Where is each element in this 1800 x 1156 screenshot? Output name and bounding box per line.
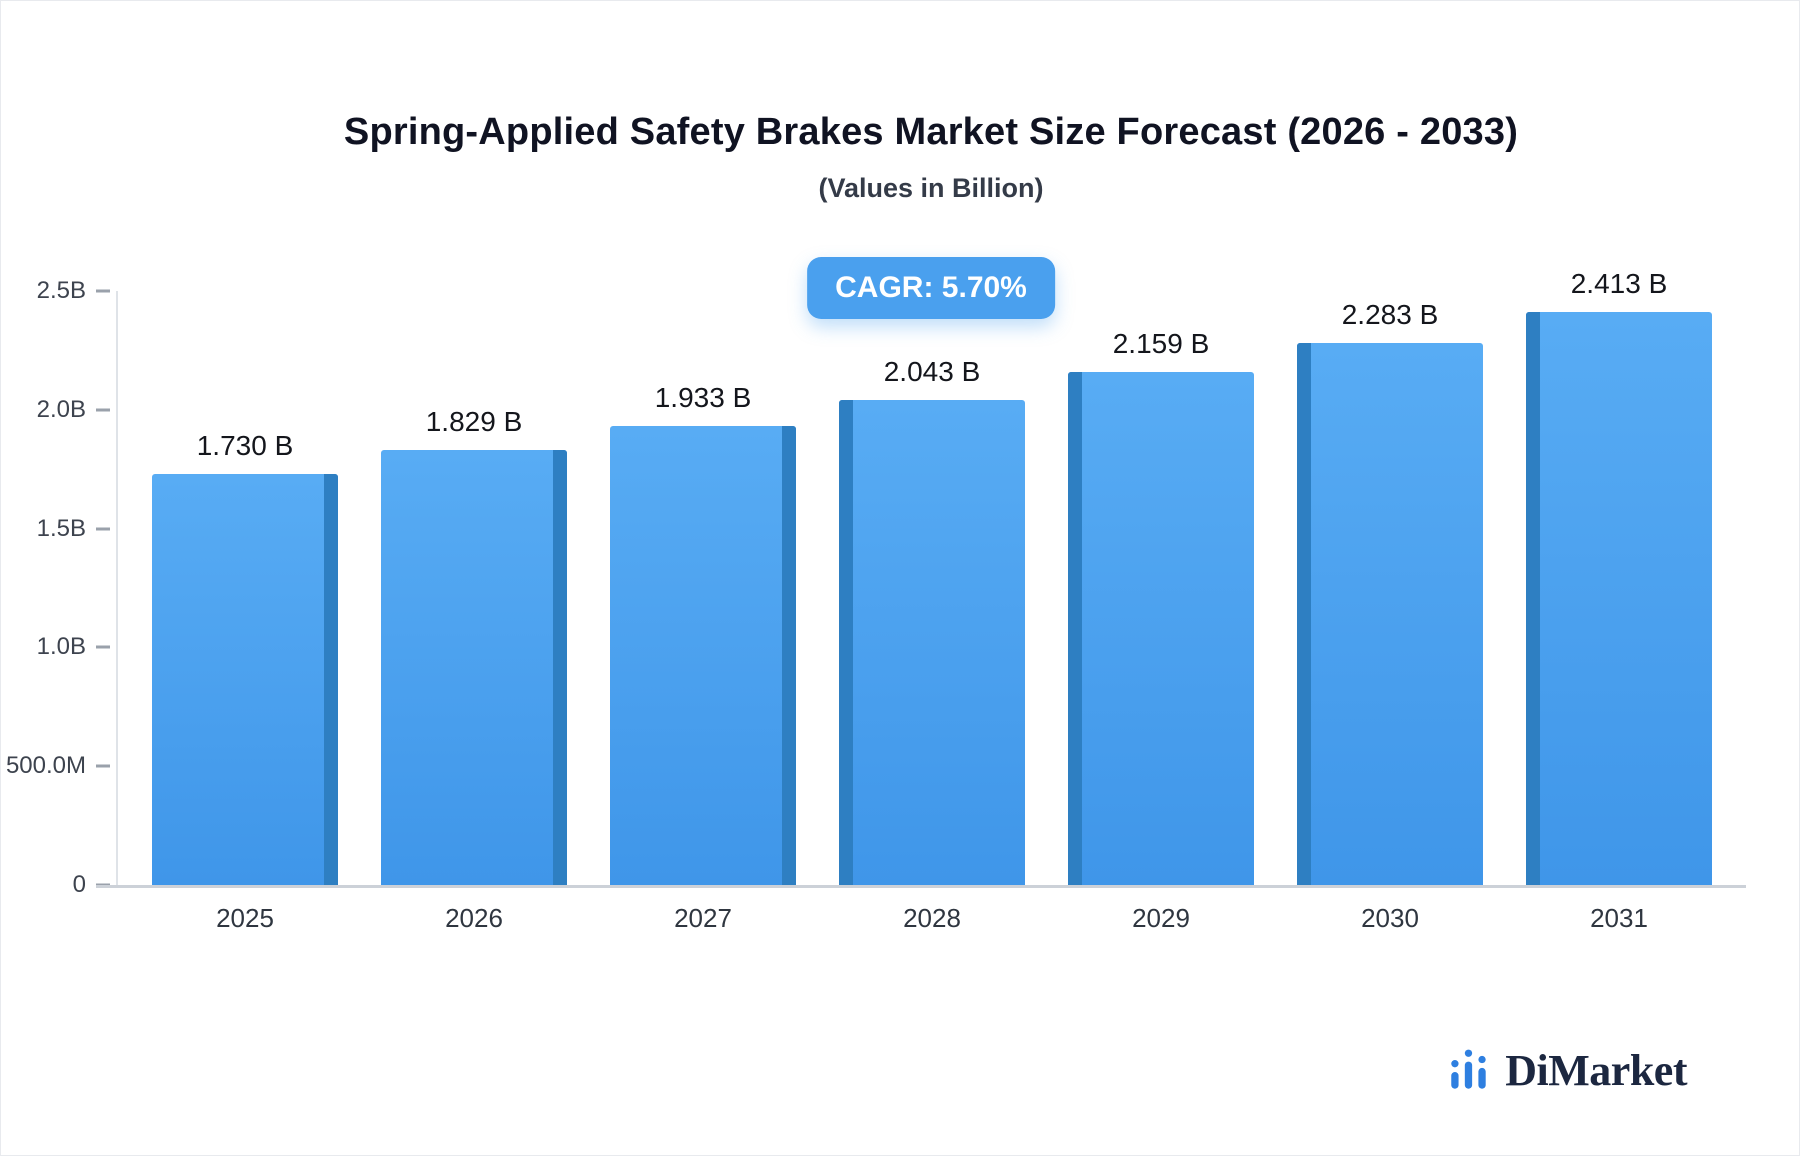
bars-container: 1.730 B 1.829 B 1.933 B 2.043 B 2.159 B 2.283… (118, 268, 1746, 886)
bar-column: 2.283 B (1297, 291, 1483, 886)
y-tick-mark (96, 289, 110, 293)
bar-value-label: 1.730 B (196, 429, 294, 461)
bar-2027: 1.933 B (610, 382, 796, 886)
brand-name: DiMarket (1505, 1046, 1687, 1095)
bar-value-label: 2.043 B (883, 355, 981, 387)
y-tick-label: 1.0B (36, 633, 86, 661)
y-tick-label: 500.0M (5, 752, 86, 780)
bar-column: 2.159 B (1068, 291, 1254, 885)
bar-value-label: 2.159 B (1112, 328, 1210, 360)
bar-value-label: 1.933 B (654, 381, 752, 413)
y-tick-mark (96, 764, 110, 768)
y-tick-mark (96, 645, 110, 649)
x-axis-label: 2028 (903, 903, 961, 933)
bar-value-label: 2.283 B (1341, 298, 1439, 330)
dimarket-logo-icon (1451, 1049, 1486, 1089)
x-axis-label: 2027 (674, 903, 732, 933)
y-tick-label: 0 (72, 871, 86, 898)
dimarket-logo: DiMarket (1445, 1045, 1687, 1096)
x-axis-label: 2026 (445, 903, 503, 933)
bar-2028: 2.043 B (839, 356, 1025, 886)
x-axis-label: 2025 (216, 903, 274, 933)
x-axis-label: 2029 (1132, 903, 1190, 933)
x-axis-label: 2030 (1361, 903, 1419, 933)
bar-value-label: 1.829 B (425, 406, 523, 438)
bar-column: 2.413 B (1526, 268, 1712, 886)
bar-2026: 1.829 B (381, 406, 567, 885)
chart-subtitle: (Values in Billion) (818, 173, 1044, 203)
x-axis-label: 2031 (1590, 903, 1648, 933)
y-tick-mark (96, 527, 110, 531)
y-tick-mark (96, 883, 110, 887)
bar-2030: 2.283 B (1297, 299, 1483, 886)
plot-area: 2.5B 2.0B 1.5B 1.0B 500.0M 0 1.730 B 1.829 B 1.… (6, 268, 1746, 933)
y-tick-label: 1.5B (36, 514, 86, 542)
bar-value-label: 2.413 B (1570, 267, 1668, 299)
bar-column: 1.829 B (381, 291, 567, 885)
bar-column: 1.933 B (610, 291, 796, 886)
bar-column: 1.730 B (152, 291, 338, 886)
y-tick-mark (96, 408, 110, 412)
bar-2025: 1.730 B (152, 430, 338, 886)
bar-2029: 2.159 B (1068, 328, 1254, 885)
x-axis: 2025 2026 2027 2028 2029 2030 2031 (118, 903, 1746, 934)
y-tick-label: 2.0B (36, 395, 86, 423)
y-tick-label: 2.5B (36, 277, 86, 304)
chart-title: Spring-Applied Safety Brakes Market Size… (343, 111, 1519, 153)
bar-2031: 2.413 B (1526, 268, 1712, 886)
bar-column: 2.043 B (839, 291, 1025, 886)
cagr-badge: CAGR: 5.70% (807, 257, 1055, 319)
